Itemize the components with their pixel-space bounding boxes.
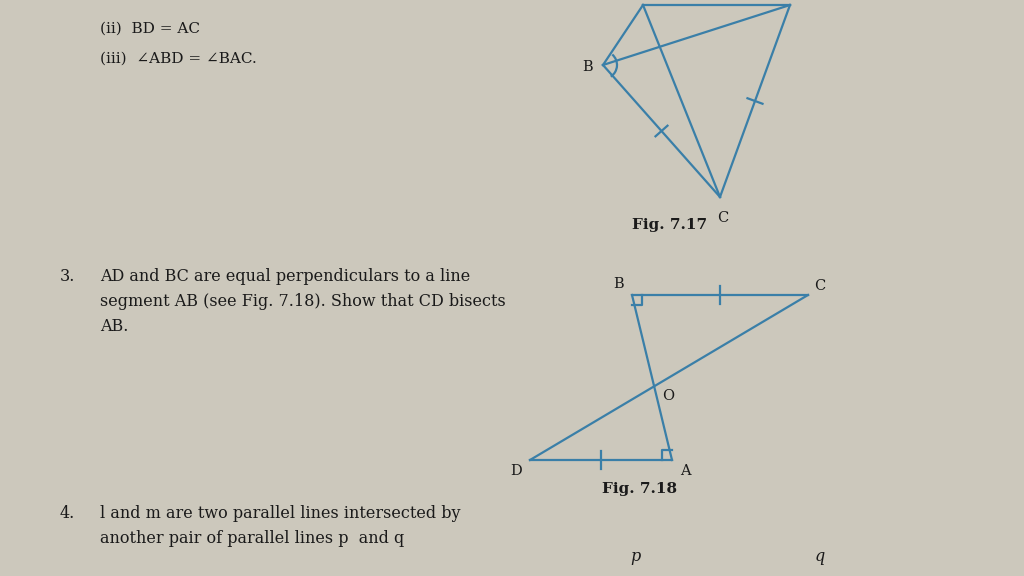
Text: 4.: 4. — [60, 505, 75, 522]
Text: Fig. 7.17: Fig. 7.17 — [633, 218, 708, 232]
Text: q: q — [815, 548, 825, 565]
Text: B: B — [583, 60, 593, 74]
Text: Fig. 7.18: Fig. 7.18 — [602, 482, 678, 496]
Text: (ii)  BD = AC: (ii) BD = AC — [100, 22, 200, 36]
Text: C: C — [814, 279, 825, 293]
Text: (iii)  ∠ABD = ∠BAC.: (iii) ∠ABD = ∠BAC. — [100, 52, 257, 66]
Text: l and m are two parallel lines intersected by
another pair of parallel lines p  : l and m are two parallel lines intersect… — [100, 505, 461, 547]
Text: D: D — [510, 464, 522, 478]
Text: A: A — [680, 464, 690, 478]
Text: p: p — [630, 548, 640, 565]
Text: B: B — [613, 277, 624, 291]
Text: AD and BC are equal perpendiculars to a line
segment AB (see Fig. 7.18). Show th: AD and BC are equal perpendiculars to a … — [100, 268, 506, 335]
Text: 3.: 3. — [60, 268, 76, 285]
Text: C: C — [718, 211, 729, 225]
Text: O: O — [663, 389, 674, 403]
